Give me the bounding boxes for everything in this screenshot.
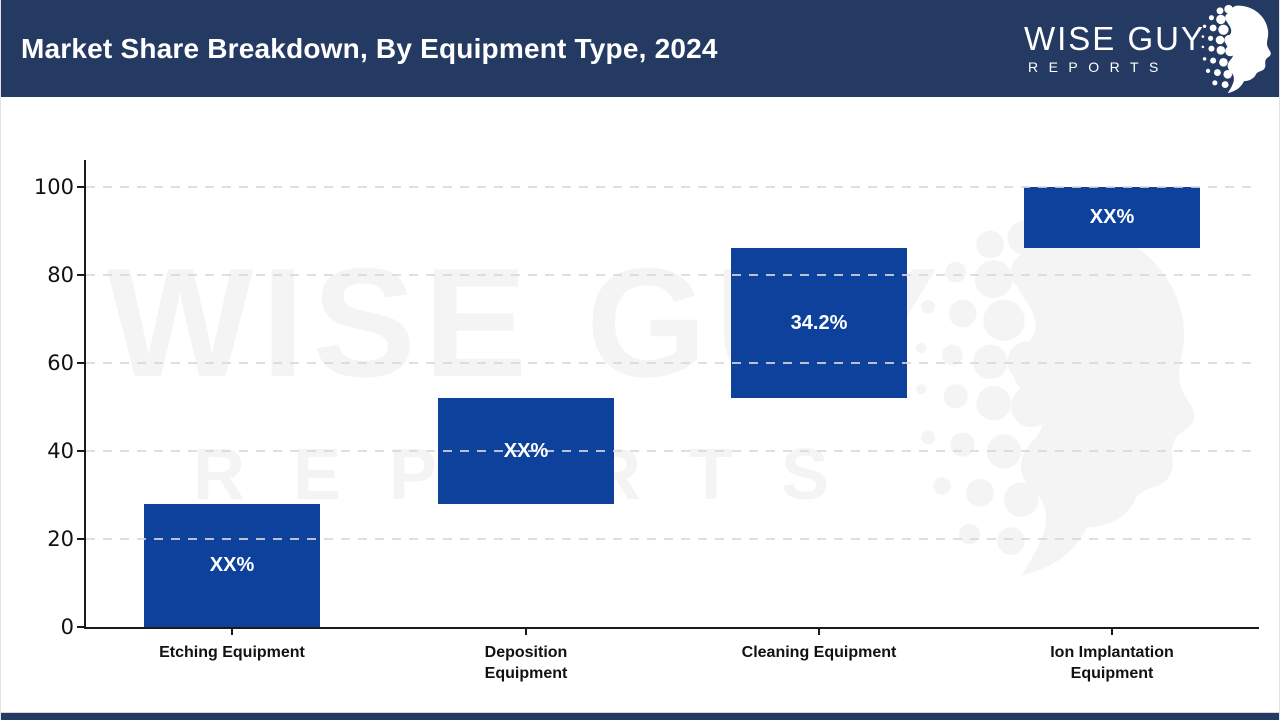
y-tick-mark — [77, 538, 84, 540]
logo-wordmark: WISE GUY — [1023, 20, 1205, 57]
wiseguy-face-icon — [1201, 4, 1271, 93]
x-tick-mark — [818, 629, 820, 635]
gridline — [86, 538, 1259, 540]
gridline — [86, 274, 1259, 276]
y-tick-mark — [77, 626, 84, 628]
page-title: Market Share Breakdown, By Equipment Typ… — [21, 32, 718, 64]
x-axis-line — [84, 627, 1259, 629]
logo-text: WISE GUY REPORTS — [1024, 22, 1205, 75]
wiseguy-logo: WISE GUY REPORTS — [1024, 4, 1275, 94]
y-tick-label: 0 — [60, 615, 74, 639]
category-label: Deposition Equipment — [484, 644, 568, 682]
chart: WISE GUY REPORTS XX%XX%34.2%XX%020406080… — [1, 97, 1279, 713]
header: Market Share Breakdown, By Equipment Typ… — [1, 0, 1279, 97]
bar — [731, 247, 907, 399]
bar — [144, 503, 320, 627]
bar-value-label: XX% — [209, 554, 255, 577]
y-tick-label: 20 — [47, 527, 74, 551]
gridline — [86, 362, 1259, 364]
x-tick-mark — [525, 629, 527, 635]
y-tick-label: 40 — [47, 439, 74, 463]
category-label: Etching Equipment — [159, 644, 305, 661]
y-tick-label: 100 — [33, 175, 74, 199]
bar-value-label: 34.2% — [790, 311, 848, 334]
y-tick-mark — [77, 274, 84, 276]
footer-hairline — [1, 712, 1279, 713]
bar-value-label: XX% — [1089, 206, 1135, 229]
x-tick-mark — [231, 629, 233, 635]
footer-bar — [1, 713, 1279, 720]
y-tick-mark — [77, 362, 84, 364]
y-tick-mark — [77, 450, 84, 452]
category-label: Cleaning Equipment — [741, 644, 897, 661]
bar-value-label: XX% — [503, 440, 549, 462]
category-label: Ion Implantation Equipment — [1050, 644, 1174, 682]
gridline — [86, 186, 1259, 188]
x-tick-mark — [1111, 629, 1113, 635]
gridline — [86, 450, 1259, 452]
y-tick-label: 80 — [47, 263, 74, 287]
y-axis-line — [84, 160, 86, 629]
watermark-face-icon — [916, 220, 1195, 576]
logo-subtext: REPORTS — [1027, 59, 1169, 75]
y-tick-mark — [77, 186, 84, 188]
y-tick-label: 60 — [47, 351, 74, 375]
